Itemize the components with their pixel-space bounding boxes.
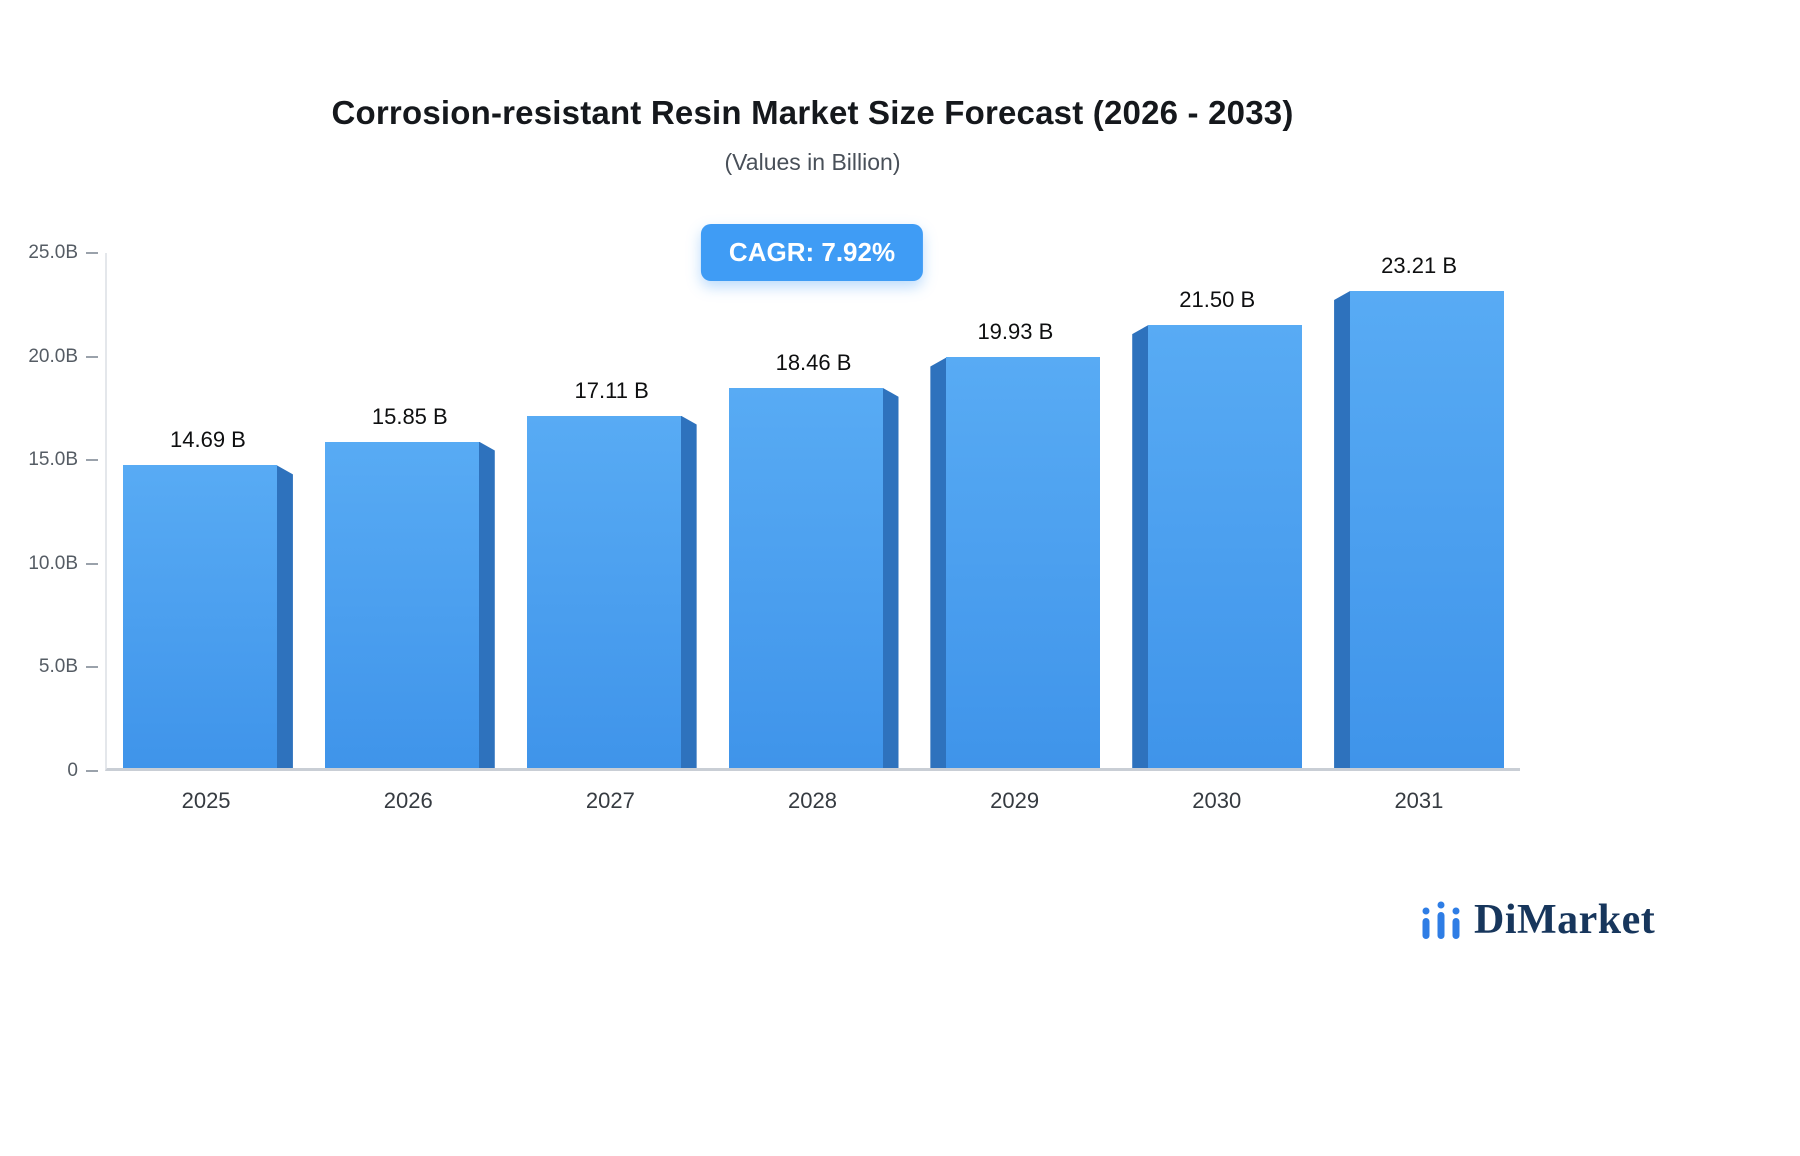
bar-face bbox=[1148, 325, 1303, 768]
y-tick: 5.0B bbox=[39, 656, 98, 678]
bar-slot: 15.85 B bbox=[309, 253, 511, 768]
logo-text: DiMarket bbox=[1474, 897, 1656, 943]
bar-2028 bbox=[728, 387, 899, 768]
bar-side-face bbox=[1334, 291, 1351, 768]
y-tick-mark bbox=[86, 355, 98, 358]
bar-2025 bbox=[122, 465, 293, 768]
bar-slot: 18.46 B bbox=[713, 253, 915, 768]
y-tick-label: 5.0B bbox=[38, 656, 78, 678]
x-axis-label: 2025 bbox=[181, 788, 231, 813]
bar-face bbox=[946, 357, 1101, 768]
x-axis: 2025 2026 2027 2028 2029 2030 2031 bbox=[105, 788, 1520, 814]
bar-face bbox=[728, 387, 883, 768]
bar-chart-icon bbox=[1422, 901, 1460, 939]
y-tick-label: 10.0B bbox=[28, 552, 78, 574]
y-tick-mark bbox=[86, 666, 98, 669]
bar-face bbox=[122, 465, 277, 768]
x-axis-label: 2027 bbox=[585, 788, 635, 813]
bar-side-face bbox=[1132, 325, 1149, 768]
bar-2029 bbox=[930, 357, 1101, 768]
bar-slot: 14.69 B bbox=[107, 253, 309, 768]
y-tick: 0 bbox=[67, 760, 98, 782]
bar-side-face bbox=[478, 441, 495, 768]
y-tick-label: 20.0B bbox=[28, 345, 78, 367]
bar-2026 bbox=[324, 441, 495, 768]
x-axis-label: 2026 bbox=[383, 788, 433, 813]
y-tick-label: 0 bbox=[67, 760, 78, 781]
cagr-badge: CAGR: 7.92% bbox=[700, 224, 924, 281]
bar-value-label: 21.50 B bbox=[1179, 287, 1256, 313]
bar-value-label: 23.21 B bbox=[1381, 253, 1457, 278]
y-axis: 0 5.0B 10.0B 15.0B 20.0B 25.0B bbox=[0, 242, 98, 781]
bar-face bbox=[324, 441, 479, 768]
bar-2027 bbox=[526, 415, 697, 768]
bar-face bbox=[526, 415, 681, 768]
bar-side-face bbox=[276, 465, 293, 768]
bar-side-face bbox=[930, 357, 947, 768]
y-tick-mark bbox=[86, 252, 98, 254]
bar-value-label: 14.69 B bbox=[170, 427, 246, 453]
y-tick-mark bbox=[86, 770, 98, 772]
bar-2031 bbox=[1334, 291, 1505, 768]
bar-value-label: 19.93 B bbox=[977, 319, 1054, 345]
x-axis-label: 2031 bbox=[1394, 788, 1444, 813]
chart-subtitle: (Values in Billion) bbox=[724, 149, 901, 175]
x-axis-label: 2030 bbox=[1192, 788, 1242, 813]
bar-slot: 17.11 B bbox=[511, 253, 713, 768]
logo: DiMarket bbox=[1418, 896, 1655, 944]
bar-value-label: 17.11 B bbox=[574, 377, 649, 403]
y-tick-mark bbox=[86, 562, 98, 565]
y-tick: 25.0B bbox=[28, 242, 98, 264]
y-tick: 20.0B bbox=[28, 346, 98, 368]
bar-slot: 21.50 B bbox=[1116, 253, 1318, 768]
y-tick-label: 25.0B bbox=[28, 242, 78, 263]
chart-title: Corrosion-resistant Resin Market Size Fo… bbox=[331, 94, 1294, 131]
bar-slot: 19.93 B bbox=[914, 253, 1116, 768]
bar-value-label: 15.85 B bbox=[371, 403, 448, 429]
bar-side-face bbox=[680, 415, 697, 768]
x-axis-label: 2028 bbox=[788, 788, 837, 813]
bar-slot: 23.21 B bbox=[1318, 253, 1520, 768]
y-tick-label: 15.0B bbox=[28, 449, 78, 471]
bar-side-face bbox=[882, 387, 899, 768]
bar-2030 bbox=[1132, 325, 1303, 768]
y-tick: 15.0B bbox=[28, 449, 98, 471]
bar-face bbox=[1350, 291, 1505, 768]
y-tick: 10.0B bbox=[28, 553, 98, 575]
y-tick-mark bbox=[86, 459, 98, 462]
x-axis-label: 2029 bbox=[990, 788, 1040, 813]
plot-area: 14.69 B 15.85 B 17.11 B 18.46 B 19.93 B 21.50… bbox=[105, 253, 1520, 771]
bar-value-label: 18.46 B bbox=[775, 349, 852, 375]
